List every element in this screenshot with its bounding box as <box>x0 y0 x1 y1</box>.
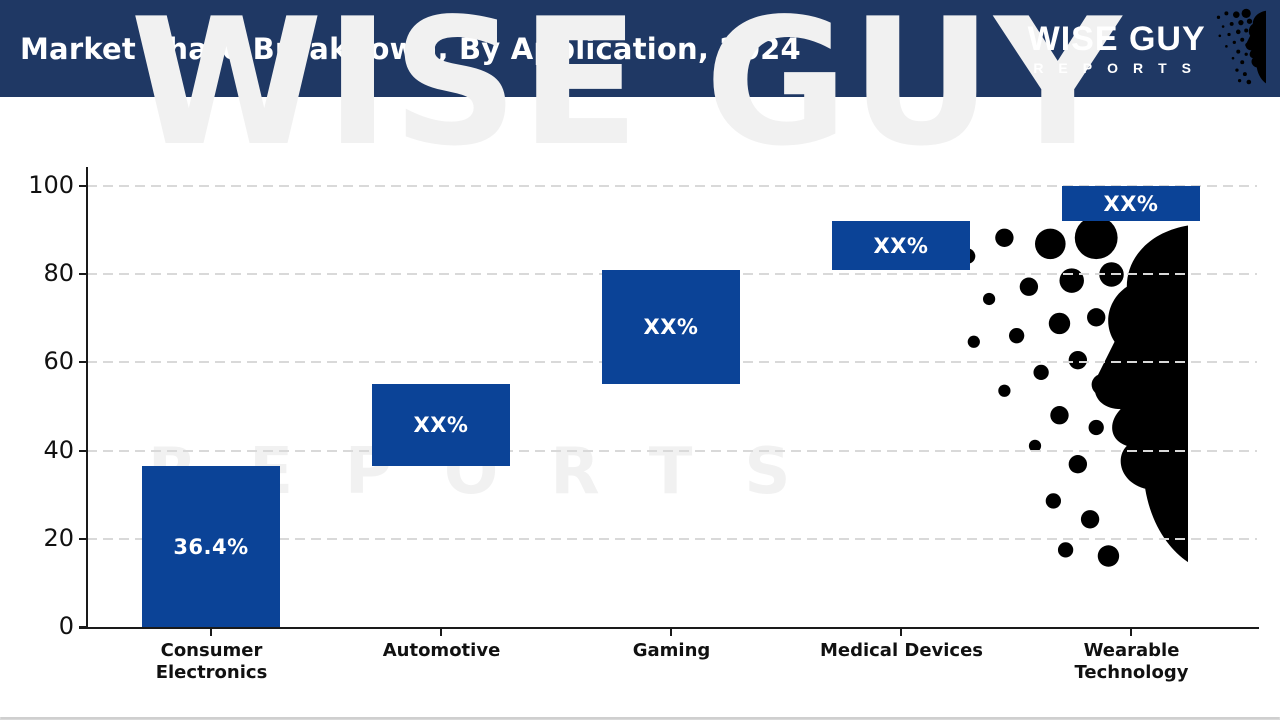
x-category-label-gaming: Gaming <box>632 640 711 661</box>
y-tick-mark-40 <box>79 449 86 452</box>
watermark-wordmark: WISE GUY <box>130 0 1124 185</box>
y-tick-mark-60 <box>79 361 86 364</box>
x-tick-mark-medical-devices <box>900 629 902 636</box>
gridline-40 <box>87 449 1257 452</box>
logo-wordmark-line2: REPORTS <box>1033 59 1206 76</box>
y-tick-mark-0 <box>79 626 86 628</box>
bar-consumer-electronics: 36.4% <box>142 466 280 627</box>
y-tick-label-0: 0 <box>58 612 74 640</box>
wiseguy-face-icon <box>1200 7 1266 91</box>
y-tick-label-80: 80 <box>43 259 74 288</box>
brand-logo: WISE GUY REPORTS <box>1027 4 1266 94</box>
x-category-label-automotive: Automotive <box>382 640 501 661</box>
gridline-20 <box>87 537 1257 540</box>
y-tick-mark-20 <box>79 537 86 540</box>
y-tick-label-20: 20 <box>43 523 74 552</box>
x-category-label-wearable-technology: Wearable Technology <box>1074 640 1189 683</box>
x-axis <box>79 627 1259 629</box>
x-tick-mark-automotive <box>440 629 442 636</box>
bar-value-label-automotive: XX% <box>413 413 469 438</box>
bar-value-label-consumer-electronics: 36.4% <box>173 534 249 559</box>
bar-value-label-wearable-technology: XX% <box>1103 191 1159 216</box>
bar-value-label-gaming: XX% <box>643 315 699 340</box>
x-tick-mark-wearable-technology <box>1130 629 1132 636</box>
bar-gaming: XX% <box>602 269 740 385</box>
x-tick-mark-consumer-electronics <box>210 629 212 636</box>
y-tick-label-100: 100 <box>28 171 74 199</box>
bar-medical-devices: XX% <box>832 221 970 270</box>
x-category-label-medical-devices: Medical Devices <box>819 640 984 661</box>
page-title: Market Share Breakdown, By Application, … <box>20 31 801 66</box>
y-tick-label-60: 60 <box>43 347 74 376</box>
x-tick-mark-gaming <box>670 629 672 636</box>
y-axis <box>86 167 88 629</box>
bar-wearable-technology: XX% <box>1062 186 1200 222</box>
header-bar: Market Share Breakdown, By Application, … <box>0 0 1280 97</box>
logo-wordmark: WISE GUY REPORTS <box>1027 20 1206 76</box>
gridline-100 <box>87 185 1257 187</box>
y-tick-mark-80 <box>79 273 86 276</box>
logo-wordmark-line1: WISE GUY <box>1027 20 1206 59</box>
bar-value-label-medical-devices: XX% <box>873 233 929 258</box>
y-tick-label-40: 40 <box>43 435 74 464</box>
bar-automotive: XX% <box>372 384 510 467</box>
x-category-label-consumer-electronics: Consumer Electronics <box>155 640 268 683</box>
y-tick-mark-100 <box>79 185 86 187</box>
